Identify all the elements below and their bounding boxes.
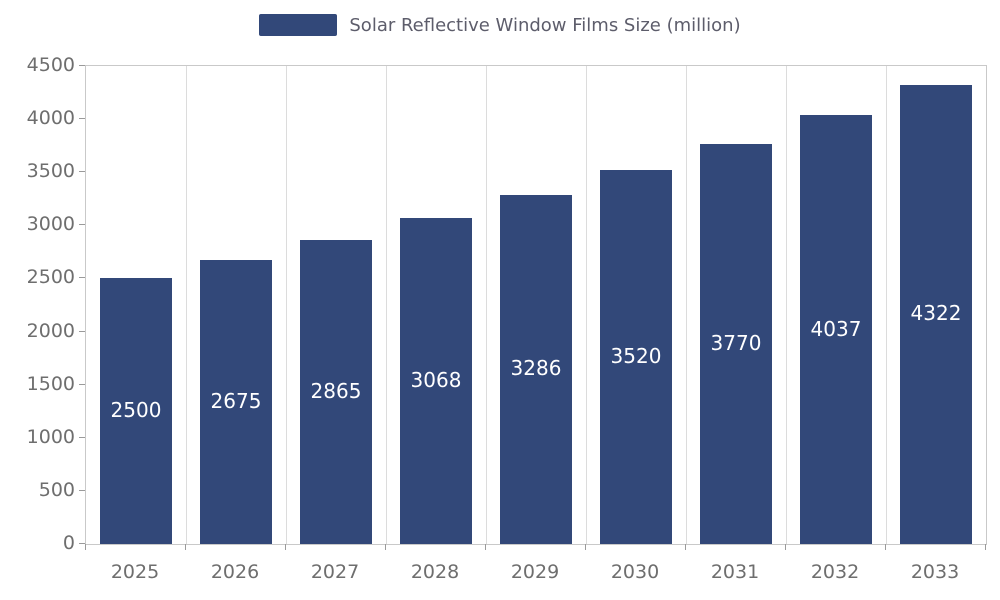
gridline xyxy=(886,66,887,544)
x-axis-tick xyxy=(785,544,786,550)
plot-area: 2500 2675 2865 3068 3286 3520 3770 4037 4322 xyxy=(85,65,987,545)
gridline xyxy=(586,66,587,544)
y-tick-label: 1500 xyxy=(26,372,75,395)
bar-value-label: 3520 xyxy=(610,344,662,369)
x-tick-label: 2033 xyxy=(910,561,960,583)
y-tick-label: 3500 xyxy=(26,160,75,183)
bar-value-label: 3068 xyxy=(410,368,462,393)
y-axis-tick xyxy=(79,330,85,332)
bar-value-label: 3770 xyxy=(710,330,762,355)
y-axis-tick xyxy=(79,489,85,491)
x-axis-tick xyxy=(85,544,86,550)
bar: 3520 xyxy=(600,170,672,544)
bar: 3068 xyxy=(400,218,472,544)
y-axis-tick xyxy=(79,118,85,120)
bar-value-label: 2500 xyxy=(110,398,162,423)
y-axis-tick xyxy=(79,65,85,66)
y-axis-tick xyxy=(79,383,85,385)
y-tick-label: 4500 xyxy=(26,54,75,76)
bar: 2865 xyxy=(300,239,372,544)
gridline xyxy=(286,66,287,544)
y-axis-tick xyxy=(79,543,85,544)
bar-value-label: 4322 xyxy=(910,301,962,326)
bar: 3286 xyxy=(500,194,572,544)
y-tick-label: 2500 xyxy=(26,266,75,289)
y-tick-label: 1000 xyxy=(26,425,75,448)
x-axis-tick xyxy=(685,544,686,550)
x-axis-tick xyxy=(385,544,386,550)
x-tick-label: 2029 xyxy=(510,561,560,583)
gridline xyxy=(186,66,187,544)
gridline xyxy=(486,66,487,544)
bar: 2675 xyxy=(200,259,272,544)
bar: 2500 xyxy=(100,278,172,544)
legend-label: Solar Reflective Window Films Size (mill… xyxy=(349,14,741,36)
x-axis-tick xyxy=(585,544,586,550)
x-axis-tick xyxy=(885,544,886,550)
x-tick-label: 2032 xyxy=(810,561,860,583)
y-axis-tick xyxy=(79,171,85,173)
bar-value-label: 2675 xyxy=(210,388,262,413)
gridline xyxy=(686,66,687,544)
y-axis-tick xyxy=(79,224,85,226)
y-tick-label: 500 xyxy=(38,478,75,501)
bar-value-label: 4037 xyxy=(810,316,862,341)
y-axis-tick xyxy=(79,436,85,438)
legend: Solar Reflective Window Films Size (mill… xyxy=(0,14,1000,36)
gridline xyxy=(386,66,387,544)
y-tick-label: 2000 xyxy=(26,319,75,342)
x-tick-label: 2030 xyxy=(610,561,660,583)
bar: 4037 xyxy=(800,115,872,544)
y-axis-tick xyxy=(79,277,85,279)
x-tick-label: 2027 xyxy=(310,561,360,583)
x-tick-label: 2026 xyxy=(210,561,260,583)
x-axis-tick xyxy=(185,544,186,550)
bar-value-label: 3286 xyxy=(510,356,562,381)
x-axis-tick xyxy=(985,544,986,550)
x-tick-label: 2025 xyxy=(110,561,160,583)
x-tick-label: 2028 xyxy=(410,561,460,583)
gridline xyxy=(786,66,787,544)
x-axis-tick xyxy=(485,544,486,550)
bar-value-label: 2865 xyxy=(310,378,362,403)
x-axis-tick xyxy=(285,544,286,550)
y-tick-label: 4000 xyxy=(26,107,75,130)
bar: 4322 xyxy=(900,84,972,544)
legend-swatch xyxy=(259,14,338,36)
bar: 3770 xyxy=(700,143,772,544)
y-tick-label: 0 xyxy=(62,532,75,554)
x-tick-label: 2031 xyxy=(710,561,760,583)
y-tick-label: 3000 xyxy=(26,213,75,236)
